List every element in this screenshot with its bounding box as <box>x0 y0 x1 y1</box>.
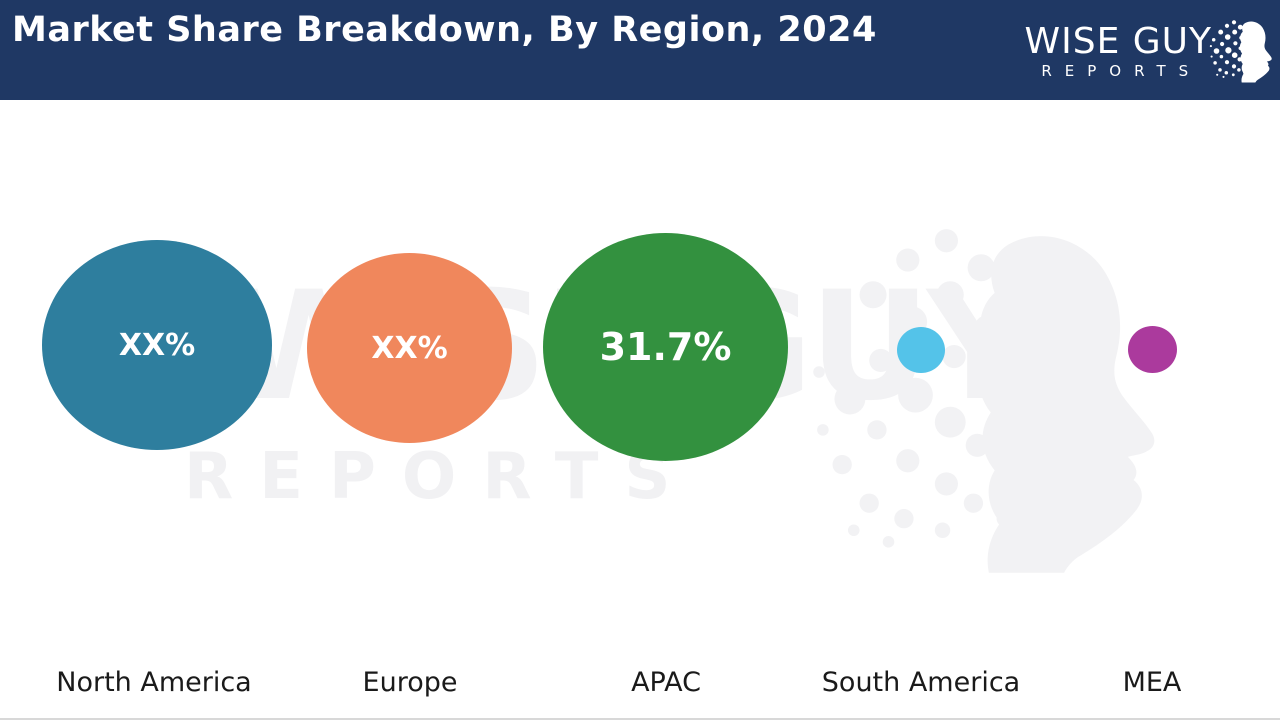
header-bar: Market Share Breakdown, By Region, 2024 … <box>0 0 1280 100</box>
bubble-south-america <box>897 327 945 373</box>
bubble-value-europe: XX% <box>371 330 448 366</box>
bubble-north-america: XX% <box>42 240 272 450</box>
watermark-reports-text: REPORTS <box>184 440 697 514</box>
category-label-north-america: North America <box>56 667 252 698</box>
category-label-mea: MEA <box>1122 667 1182 698</box>
bubble-europe: XX% <box>307 253 512 443</box>
bottom-divider <box>0 718 1280 720</box>
brand-name: WISE GUY <box>1024 20 1212 62</box>
bubble-apac: 31.7% <box>543 233 788 461</box>
brand-text: WISE GUY REPORTS <box>1025 22 1213 81</box>
category-label-apac: APAC <box>631 667 701 698</box>
category-label-south-america: South America <box>821 667 1021 698</box>
bubble-mea <box>1128 326 1177 373</box>
bubble-value-north-america: XX% <box>118 327 196 363</box>
brand-head-icon <box>1209 20 1272 83</box>
watermark-head-icon <box>813 229 1155 573</box>
page-title: Market Share Breakdown, By Region, 2024 <box>12 10 877 50</box>
bubble-value-apac: 31.7% <box>599 325 732 369</box>
category-label-europe: Europe <box>362 667 458 698</box>
brand-subtitle: REPORTS <box>1041 62 1202 81</box>
brand-logo: WISE GUY REPORTS <box>1025 6 1277 96</box>
